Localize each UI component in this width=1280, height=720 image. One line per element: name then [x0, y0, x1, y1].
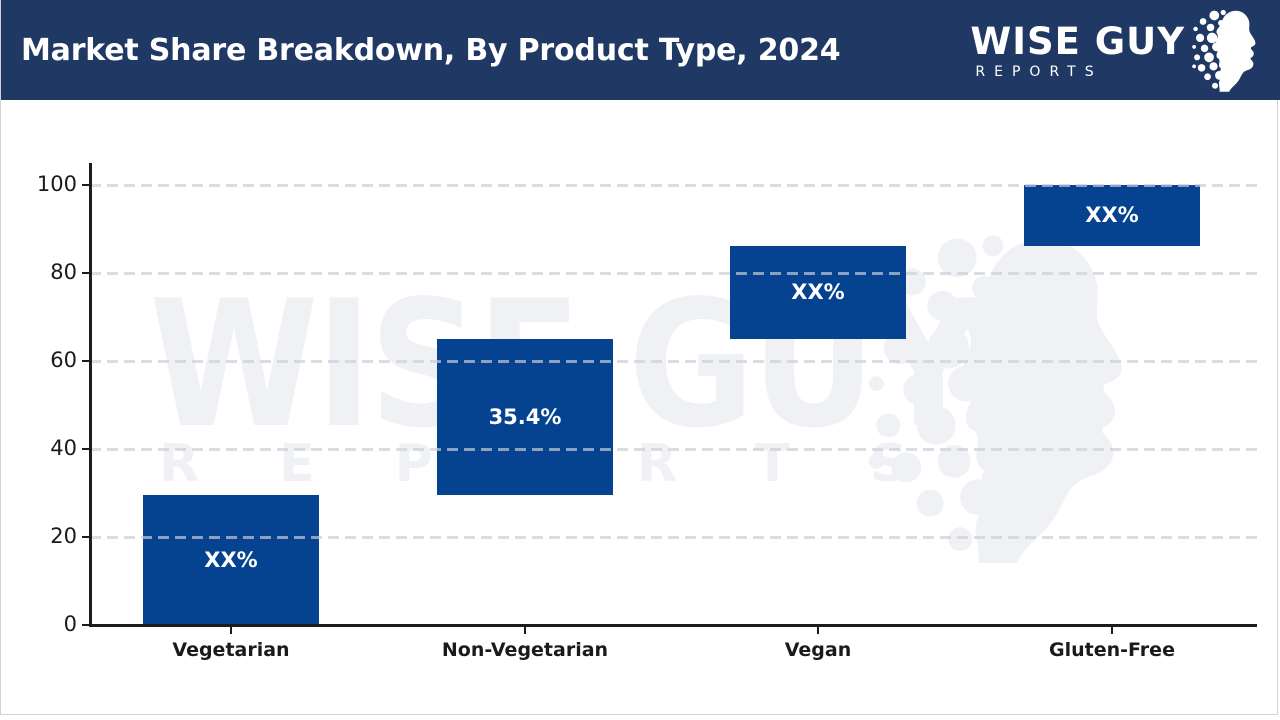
y-tick-label: 60 — [50, 348, 77, 372]
bar-vegetarian: XX% — [143, 495, 319, 625]
x-category-label: Vegetarian — [172, 639, 290, 661]
x-tick-mark — [229, 627, 233, 634]
gridline-100 — [90, 183, 1259, 187]
y-tick-mark — [82, 447, 90, 451]
y-tick-mark — [82, 359, 90, 363]
gridline-20 — [90, 535, 1259, 539]
x-category-label: Gluten-Free — [1049, 639, 1175, 661]
y-tick-label: 40 — [50, 436, 77, 460]
logo-subtitle: REPORTS — [975, 63, 1103, 80]
page-title: Market Share Breakdown, By Product Type,… — [21, 32, 841, 68]
bar-gluten-free: XX% — [1024, 185, 1200, 247]
x-tick-mark — [1110, 627, 1114, 634]
logo-wordmark: WISE GUY — [970, 20, 1185, 64]
gridline-60 — [90, 359, 1259, 363]
header-bar: Market Share Breakdown, By Product Type,… — [1, 0, 1280, 100]
y-tick-mark — [82, 623, 90, 627]
bar-value-label: XX% — [204, 547, 258, 572]
x-axis-line — [89, 624, 1257, 627]
gridline-40 — [90, 447, 1259, 451]
logo-text: WISE GUY REPORTS — [970, 20, 1185, 80]
bar-value-label: XX% — [1085, 203, 1139, 228]
logo-face-icon — [1189, 8, 1265, 94]
y-tick-label: 100 — [36, 172, 77, 196]
bar-vegan: XX% — [730, 246, 906, 340]
y-axis-line — [89, 163, 92, 626]
x-category-label: Vegan — [784, 639, 852, 661]
y-tick-mark — [82, 535, 90, 539]
bar-value-label: 35.4% — [488, 404, 562, 429]
y-tick-label: 0 — [63, 612, 77, 636]
x-tick-mark — [816, 627, 820, 634]
bar-value-label: XX% — [791, 280, 845, 305]
y-tick-mark — [82, 271, 90, 275]
brand-logo: WISE GUY REPORTS — [970, 8, 1265, 94]
x-tick-mark — [523, 627, 527, 634]
y-tick-label: 20 — [50, 524, 77, 548]
gridline-80 — [90, 271, 1259, 275]
y-tick-mark — [82, 183, 90, 187]
x-category-label: Non-Vegetarian — [441, 639, 609, 661]
bar-non-vegetarian: 35.4% — [437, 339, 613, 496]
y-tick-label: 80 — [50, 260, 77, 284]
